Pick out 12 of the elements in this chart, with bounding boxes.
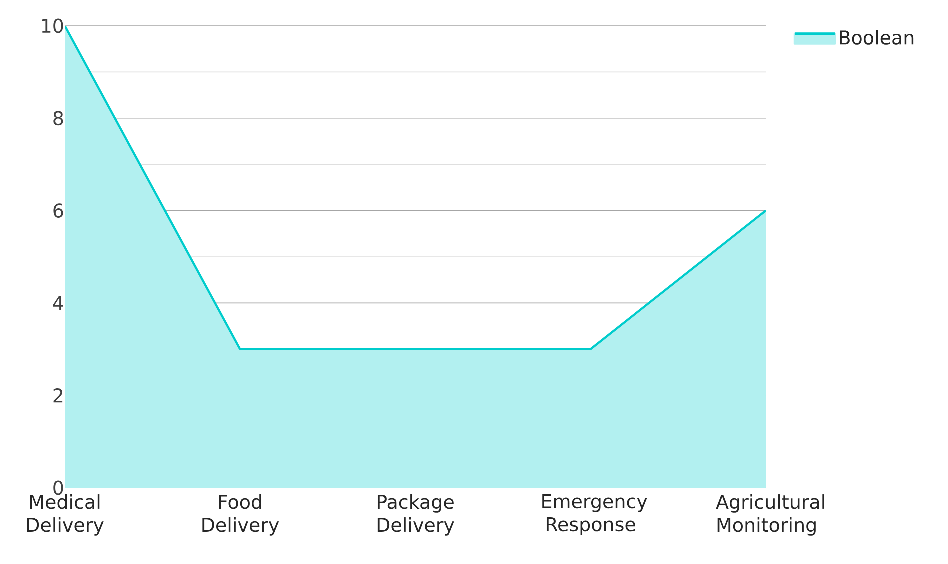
y-tick-label: 6 [54,204,64,218]
y-tick-label: 0 [54,480,64,496]
y-tick-label: 8 [54,111,64,126]
x-tick-label: Agricultural Monitoring [716,494,824,536]
x-tick-label: Package Delivery [378,494,454,536]
y-tick-label: 10 [42,18,64,34]
x-tick-label: Medical Delivery [27,494,104,536]
y-tick-label: 4 [53,296,64,310]
legend-label: Boolean [840,30,914,45]
y-tick-label: 2 [54,388,63,403]
x-tick-label: Food Delivery [202,494,280,536]
x-tick-label: Emergency Response [542,494,648,536]
